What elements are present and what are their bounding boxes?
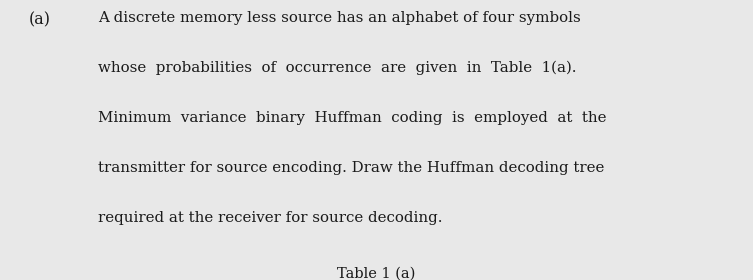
Text: required at the receiver for source decoding.: required at the receiver for source deco… <box>98 211 443 225</box>
Text: whose  probabilities  of  occurrence  are  given  in  Table  1(a).: whose probabilities of occurrence are gi… <box>98 61 576 75</box>
Text: Minimum  variance  binary  Huffman  coding  is  employed  at  the: Minimum variance binary Huffman coding i… <box>98 111 606 125</box>
Text: transmitter for source encoding. Draw the Huffman decoding tree: transmitter for source encoding. Draw th… <box>98 161 604 175</box>
Text: (a): (a) <box>29 11 50 28</box>
Text: A discrete memory less source has an alphabet of four symbols: A discrete memory less source has an alp… <box>98 11 581 25</box>
Text: Table 1 (a): Table 1 (a) <box>337 267 416 280</box>
